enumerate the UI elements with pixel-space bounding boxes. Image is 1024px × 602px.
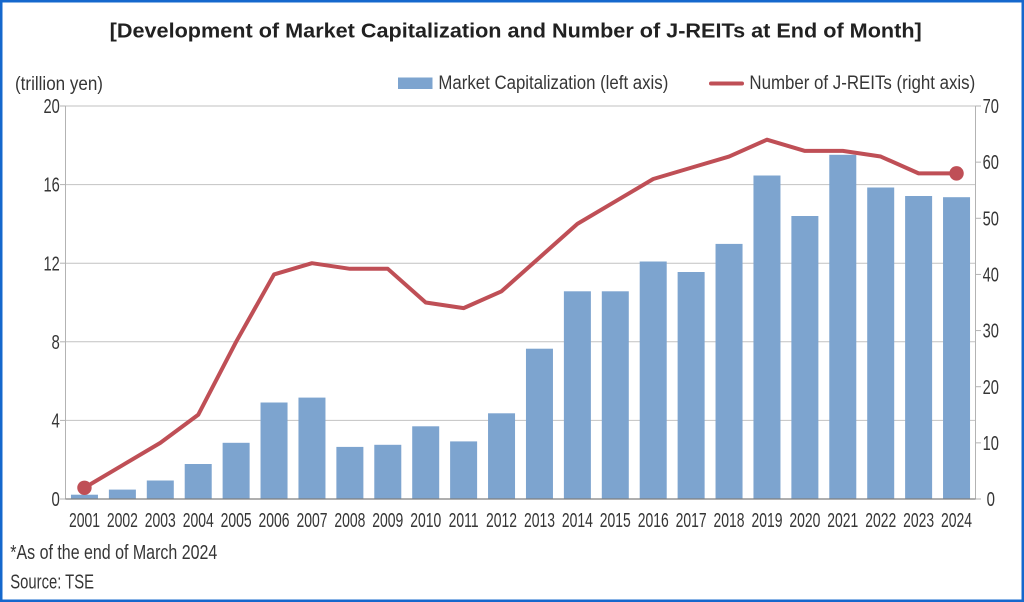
svg-text:70: 70: [983, 95, 999, 118]
svg-text:20: 20: [44, 95, 60, 118]
svg-text:2024: 2024: [941, 508, 972, 531]
svg-text:2004: 2004: [183, 508, 214, 531]
svg-text:0: 0: [987, 488, 995, 511]
svg-text:10: 10: [983, 432, 999, 455]
svg-text:60: 60: [983, 151, 999, 174]
svg-text:2016: 2016: [638, 508, 669, 531]
svg-text:2017: 2017: [676, 508, 707, 531]
svg-text:Number of J-REITs (right axis): Number of J-REITs (right axis): [749, 71, 975, 93]
svg-text:2021: 2021: [827, 508, 858, 531]
svg-text:*As of the end of March 2024: *As of the end of March 2024: [10, 540, 217, 563]
svg-text:2015: 2015: [600, 508, 631, 531]
svg-text:2019: 2019: [751, 508, 782, 531]
svg-text:2023: 2023: [903, 508, 934, 531]
svg-text:2005: 2005: [221, 508, 252, 531]
svg-text:2012: 2012: [486, 508, 517, 531]
svg-text:(trillion yen): (trillion yen): [15, 72, 103, 94]
svg-text:20: 20: [983, 375, 999, 398]
svg-text:2002: 2002: [107, 508, 138, 531]
svg-text:2001: 2001: [69, 508, 100, 531]
svg-text:2003: 2003: [145, 508, 176, 531]
svg-text:2010: 2010: [410, 508, 441, 531]
svg-text:0: 0: [52, 488, 60, 511]
svg-text:[Development of Market Capital: [Development of Market Capitalization an…: [110, 20, 922, 42]
svg-text:2022: 2022: [865, 508, 896, 531]
svg-text:2018: 2018: [714, 508, 745, 531]
svg-text:Market Capitalization (left ax: Market Capitalization (left axis): [438, 72, 668, 93]
svg-text:30: 30: [983, 319, 999, 342]
svg-text:12: 12: [44, 252, 60, 275]
svg-text:2014: 2014: [562, 508, 593, 531]
svg-text:2008: 2008: [334, 508, 365, 531]
svg-text:16: 16: [44, 173, 60, 196]
svg-text:8: 8: [52, 331, 60, 354]
svg-text:2007: 2007: [296, 508, 327, 531]
svg-text:4: 4: [52, 409, 60, 432]
svg-text:2013: 2013: [524, 508, 555, 531]
svg-text:2020: 2020: [789, 508, 820, 531]
svg-text:40: 40: [983, 263, 999, 286]
svg-text:50: 50: [983, 207, 999, 230]
svg-text:2011: 2011: [449, 508, 479, 531]
svg-text:Source: TSE: Source: TSE: [10, 570, 94, 593]
svg-text:2006: 2006: [259, 508, 290, 531]
svg-text:2009: 2009: [372, 508, 403, 531]
